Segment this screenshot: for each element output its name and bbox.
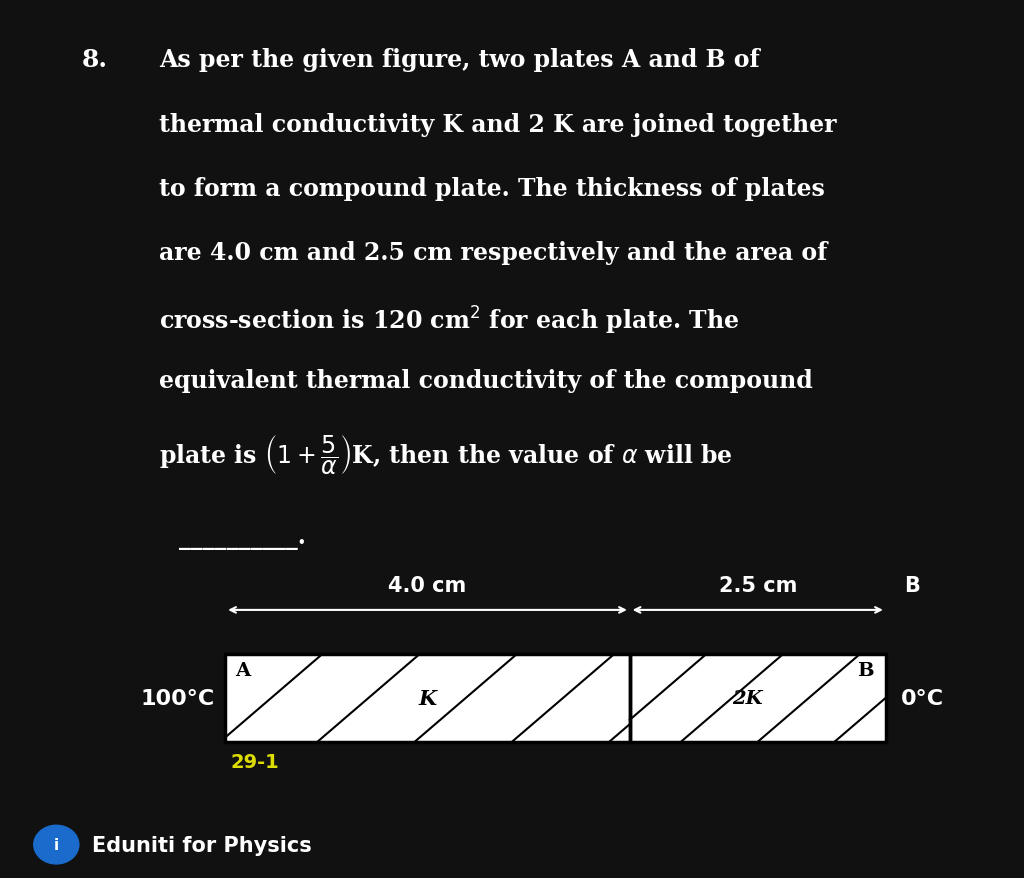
- Text: i: i: [53, 837, 59, 853]
- Text: 100°C: 100°C: [140, 688, 215, 708]
- Text: A: A: [236, 661, 251, 679]
- Text: B: B: [904, 575, 921, 595]
- Text: __________.: __________.: [179, 525, 306, 549]
- Text: 8.: 8.: [82, 48, 108, 72]
- Text: K: K: [419, 688, 436, 708]
- Bar: [225, 654, 630, 742]
- Text: 2K: 2K: [732, 689, 763, 707]
- Text: B: B: [857, 661, 873, 679]
- Text: As per the given figure, two plates A and B of: As per the given figure, two plates A an…: [159, 48, 760, 72]
- Bar: [225, 654, 630, 742]
- Bar: [630, 654, 886, 742]
- Text: 29-1: 29-1: [230, 752, 280, 772]
- Text: thermal conductivity K and 2 K are joined together: thermal conductivity K and 2 K are joine…: [159, 112, 837, 136]
- Text: equivalent thermal conductivity of the compound: equivalent thermal conductivity of the c…: [159, 369, 812, 392]
- Text: plate is $\left(1+\dfrac{5}{\alpha}\right)$K, then the value of $\alpha$ will be: plate is $\left(1+\dfrac{5}{\alpha}\righ…: [159, 433, 732, 476]
- Text: Eduniti for Physics: Eduniti for Physics: [92, 835, 312, 854]
- Text: 0°C: 0°C: [901, 688, 944, 708]
- Text: are 4.0 cm and 2.5 cm respectively and the area of: are 4.0 cm and 2.5 cm respectively and t…: [159, 241, 827, 264]
- Text: to form a compound plate. The thickness of plates: to form a compound plate. The thickness …: [159, 176, 824, 200]
- Circle shape: [34, 825, 79, 864]
- Text: 4.0 cm: 4.0 cm: [388, 575, 467, 595]
- Bar: [630, 654, 886, 742]
- Text: cross-section is 120 cm$^2$ for each plate. The: cross-section is 120 cm$^2$ for each pla…: [159, 305, 739, 337]
- Text: 2.5 cm: 2.5 cm: [719, 575, 797, 595]
